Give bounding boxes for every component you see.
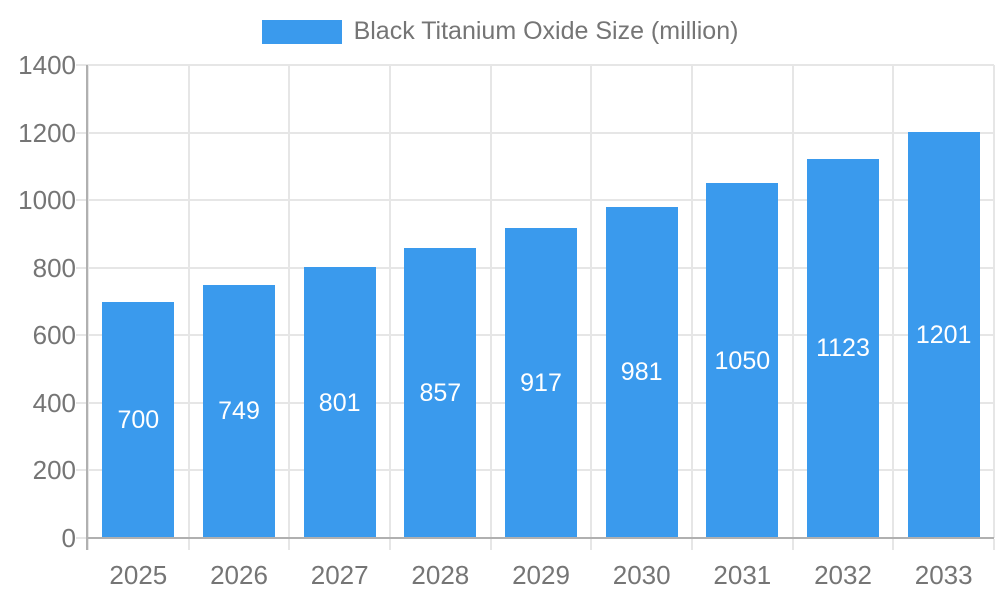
x-axis-label: 2033 <box>914 560 973 590</box>
x-axis-label: 2025 <box>109 560 168 590</box>
x-axis-label: 2031 <box>713 560 772 590</box>
x-axis-label: 2027 <box>310 560 369 590</box>
x-axis-label: 2026 <box>210 560 268 590</box>
v-gridline <box>791 65 794 538</box>
v-gridline <box>691 65 693 538</box>
x-axis-label: 2032 <box>814 560 872 590</box>
bar <box>303 267 376 538</box>
x-axis-label: 2030 <box>612 560 671 590</box>
y-axis-label: 0 <box>61 523 76 553</box>
v-gridline <box>892 65 895 538</box>
bar-value-label: 1050 <box>714 346 771 375</box>
x-tick <box>389 539 391 550</box>
bar-value-label: 917 <box>520 369 562 398</box>
v-gridline <box>288 65 291 538</box>
x-tick <box>288 539 291 550</box>
h-gridline <box>88 64 994 66</box>
y-tick <box>76 64 88 66</box>
y-tick <box>76 266 88 269</box>
legend: Black Titanium Oxide Size (million) <box>0 17 1000 46</box>
y-axis-line <box>86 65 88 550</box>
bar <box>203 284 275 538</box>
legend-label: Black Titanium Oxide Size (million) <box>353 17 739 45</box>
bar-value-label: 700 <box>117 405 160 434</box>
v-gridline <box>489 65 492 538</box>
legend-swatch <box>261 19 342 44</box>
y-tick <box>76 131 88 134</box>
x-tick <box>791 539 794 550</box>
bar <box>907 132 980 538</box>
y-tick <box>76 334 88 337</box>
x-axis-label: 2028 <box>411 560 470 590</box>
y-tick <box>76 401 88 404</box>
bar <box>706 183 779 538</box>
bar-value-label: 1201 <box>915 321 972 350</box>
bar-value-label: 981 <box>620 358 663 387</box>
v-gridline <box>389 65 391 538</box>
v-gridline <box>590 65 593 538</box>
y-tick <box>76 537 88 539</box>
bar-value-label: 801 <box>318 388 361 417</box>
y-tick <box>76 469 88 472</box>
bar-value-label: 749 <box>218 397 260 426</box>
x-axis-line <box>86 537 994 539</box>
y-axis-label: 400 <box>32 387 76 418</box>
bar <box>605 206 678 538</box>
bar <box>807 158 879 538</box>
y-axis-label: 1000 <box>18 185 76 216</box>
x-tick <box>87 539 89 550</box>
y-tick <box>76 199 88 202</box>
x-tick <box>993 539 995 550</box>
x-tick <box>590 539 593 550</box>
h-gridline <box>88 199 994 202</box>
v-gridline <box>87 65 89 538</box>
x-tick <box>489 539 492 550</box>
h-gridline <box>88 131 994 134</box>
x-tick <box>691 539 693 550</box>
y-axis-label: 600 <box>32 320 76 351</box>
y-axis-label: 1400 <box>18 50 76 80</box>
y-axis-label: 800 <box>32 252 76 283</box>
y-axis-label: 200 <box>32 455 76 486</box>
bar <box>404 248 477 538</box>
y-axis-label: 1200 <box>18 117 76 148</box>
bar-value-label: 1123 <box>816 334 870 363</box>
bar-value-label: 857 <box>419 379 462 408</box>
x-axis-label: 2029 <box>512 560 570 590</box>
bar <box>505 228 577 538</box>
v-gridline <box>187 65 190 538</box>
bar <box>102 301 175 538</box>
x-tick <box>187 539 190 550</box>
v-gridline <box>993 65 995 538</box>
x-tick <box>892 539 895 550</box>
